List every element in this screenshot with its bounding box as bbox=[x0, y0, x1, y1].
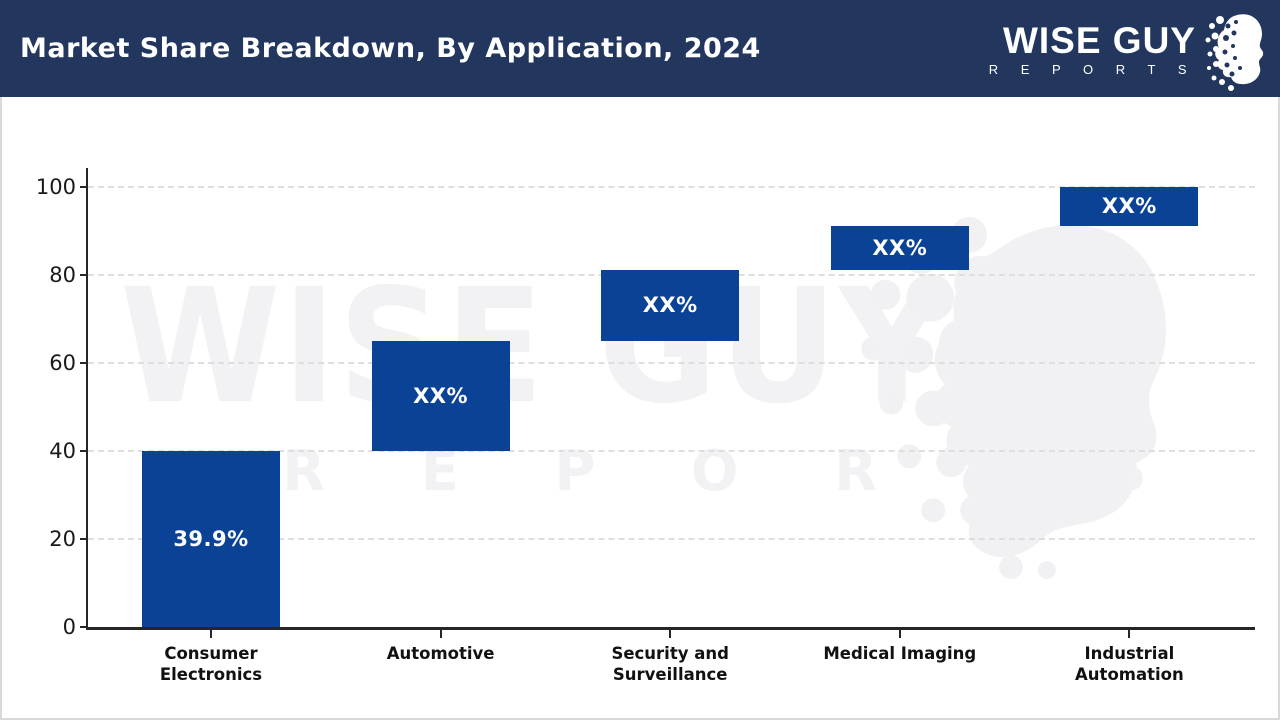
x-axis-line bbox=[86, 627, 1255, 630]
x-axis-category-label-line: Surveillance bbox=[612, 665, 728, 684]
y-axis-line bbox=[86, 168, 88, 629]
gridline-40 bbox=[88, 449, 1255, 452]
logo-wise-guy-label: WISE GUY bbox=[1002, 20, 1196, 61]
header: Market Share Breakdown, By Application, … bbox=[0, 0, 1280, 97]
y-axis-tick-mark bbox=[80, 537, 88, 540]
x-axis-category-label-line: Security and bbox=[611, 644, 729, 663]
wise-guy-logo-head-icon bbox=[1205, 14, 1264, 91]
y-axis-tick-label: 80 bbox=[49, 262, 76, 287]
y-axis-tick-mark bbox=[80, 361, 88, 364]
watermark-head-icon bbox=[861, 216, 1166, 580]
x-axis-category-label: Industrial Automation bbox=[1075, 643, 1184, 685]
bar-value-label: 39.9% bbox=[173, 527, 249, 552]
x-axis-tick-mark bbox=[898, 630, 901, 638]
x-axis-tick-mark bbox=[669, 630, 672, 638]
x-axis-tick-mark bbox=[1128, 630, 1131, 638]
bar-medical-imaging: XX% bbox=[830, 226, 969, 271]
wise-guy-logo: WISE GUY R E P O R T S bbox=[989, 6, 1266, 92]
y-axis-tick-label: 20 bbox=[49, 526, 76, 551]
y-axis-tick-mark bbox=[80, 626, 88, 628]
logo-reports-label: R E P O R T S bbox=[988, 62, 1196, 77]
x-axis-category-label-line: Electronics bbox=[159, 665, 263, 684]
wise-guy-logo-text: WISE GUY R E P O R T S bbox=[989, 22, 1196, 78]
x-axis-category-label: Security and Surveillance bbox=[611, 643, 728, 685]
y-axis-tick-label: 0 bbox=[62, 615, 76, 639]
bar-automotive: XX% bbox=[371, 340, 510, 451]
y-axis-tick-label: 60 bbox=[49, 350, 76, 375]
x-axis-category-label: Medical Imaging bbox=[823, 643, 976, 664]
y-axis-tick-label: 100 bbox=[35, 174, 76, 199]
y-axis-tick-mark bbox=[80, 449, 88, 452]
x-axis-category-label: Consumer Electronics bbox=[160, 643, 262, 685]
x-axis-tick-mark bbox=[210, 630, 212, 638]
x-axis-category-label-line: Medical Imaging bbox=[823, 644, 977, 663]
x-axis-tick-mark bbox=[439, 630, 442, 638]
gridline-100 bbox=[88, 185, 1255, 188]
x-axis-category-label-line: Consumer bbox=[164, 644, 258, 663]
bar-value-label: XX% bbox=[872, 236, 928, 261]
bar-security-and-surveillance: XX% bbox=[601, 270, 740, 341]
bar-value-label: XX% bbox=[1101, 194, 1157, 219]
bar-value-label: XX% bbox=[413, 383, 469, 408]
watermark-text-wise-guy: WISE GUY bbox=[120, 255, 947, 439]
gridline-20 bbox=[88, 537, 1255, 540]
chart-plot-area: 0 20 40 60 80 100 39.9% Consumer Electronics XX% A… bbox=[0, 97, 1280, 720]
y-axis-tick-label: 40 bbox=[49, 438, 76, 463]
bar-consumer-electronics: 39.9% bbox=[142, 451, 280, 627]
x-axis-category-label-line: Industrial bbox=[1084, 644, 1175, 663]
bar-industrial-automation: XX% bbox=[1060, 186, 1199, 227]
page-title: Market Share Breakdown, By Application, … bbox=[20, 33, 761, 64]
x-axis-category-label: Automotive bbox=[387, 643, 495, 664]
gridline-60 bbox=[88, 361, 1255, 364]
x-axis-category-label-line: Automation bbox=[1075, 665, 1184, 684]
bar-value-label: XX% bbox=[642, 293, 698, 318]
x-axis-category-label-line: Automotive bbox=[386, 644, 495, 663]
y-axis-tick-mark bbox=[80, 273, 88, 276]
y-axis-tick-mark bbox=[80, 185, 88, 188]
